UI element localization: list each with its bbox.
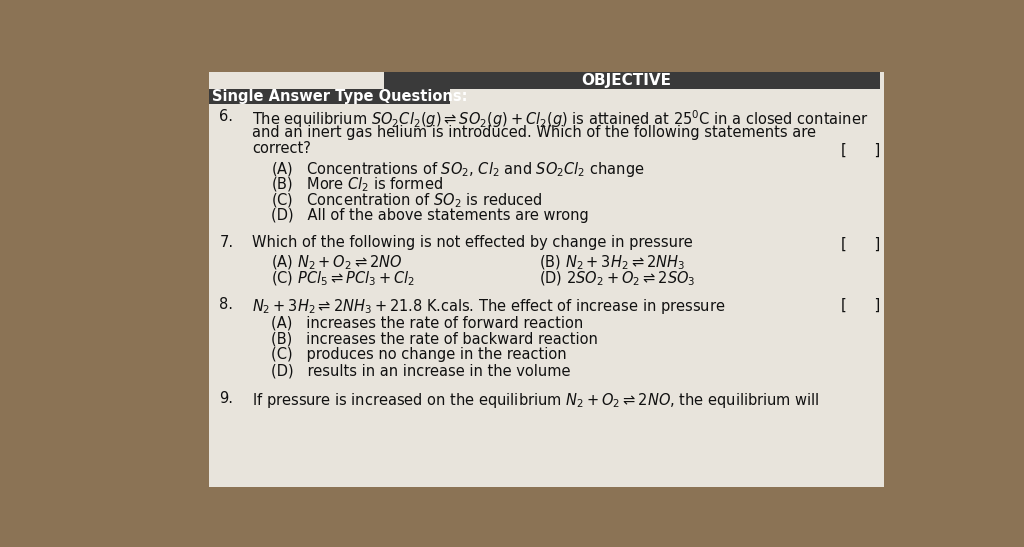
Text: (C)   Concentration of $SO_2$ is reduced: (C) Concentration of $SO_2$ is reduced — [271, 192, 543, 210]
Text: (D)   results in an increase in the volume: (D) results in an increase in the volume — [271, 364, 570, 379]
Text: (C)   produces no change in the reaction: (C) produces no change in the reaction — [271, 347, 567, 363]
Text: Single Answer Type Questions:: Single Answer Type Questions: — [212, 89, 467, 104]
Text: (B)   increases the rate of backward reaction: (B) increases the rate of backward react… — [271, 331, 598, 346]
Text: 9.: 9. — [219, 391, 233, 405]
Text: (A) $N_2 + O_2 \rightleftharpoons 2NO$: (A) $N_2 + O_2 \rightleftharpoons 2NO$ — [271, 253, 402, 272]
Text: (B)   More $Cl_2$ is formed: (B) More $Cl_2$ is formed — [271, 176, 443, 194]
Text: Which of the following is not effected by change in pressure: Which of the following is not effected b… — [252, 235, 693, 250]
Text: correct?: correct? — [252, 141, 311, 156]
Text: and an inert gas helium is introduced. Which of the following statements are: and an inert gas helium is introduced. W… — [252, 125, 816, 140]
Text: [      ]: [ ] — [841, 143, 881, 158]
FancyBboxPatch shape — [384, 72, 880, 89]
Text: [      ]: [ ] — [841, 237, 881, 252]
Text: 8.: 8. — [219, 296, 233, 312]
FancyBboxPatch shape — [209, 72, 884, 487]
Text: (D)   All of the above statements are wrong: (D) All of the above statements are wron… — [271, 208, 589, 223]
Text: $N_2 + 3H_2 \rightleftharpoons 2NH_3 + 21.8$ K.cals. The effect of increase in p: $N_2 + 3H_2 \rightleftharpoons 2NH_3 + 2… — [252, 296, 725, 316]
Text: 6.: 6. — [219, 109, 233, 124]
Text: (A)   Concentrations of $SO_2$, $Cl_2$ and $SO_2Cl_2$ change: (A) Concentrations of $SO_2$, $Cl_2$ and… — [271, 160, 645, 178]
Text: [      ]: [ ] — [841, 298, 881, 313]
Text: (C) $PCl_5 \rightleftharpoons PCl_3 + Cl_2$: (C) $PCl_5 \rightleftharpoons PCl_3 + Cl… — [271, 270, 416, 288]
Text: 7.: 7. — [219, 235, 233, 250]
Text: OBJECTIVE: OBJECTIVE — [581, 73, 671, 88]
Text: The equilibrium $SO_2Cl_2(g) \rightleftharpoons SO_2(g)+Cl_2(g)$ is attained at : The equilibrium $SO_2Cl_2(g) \rightlefth… — [252, 109, 868, 131]
Text: (D) $2SO_2 + O_2 \rightleftharpoons 2SO_3$: (D) $2SO_2 + O_2 \rightleftharpoons 2SO_… — [539, 270, 695, 288]
Text: If pressure is increased on the equilibrium $N_2+O_2 \rightleftharpoons 2NO$, th: If pressure is increased on the equilibr… — [252, 391, 819, 410]
Text: (A)   increases the rate of forward reaction: (A) increases the rate of forward reacti… — [271, 315, 584, 330]
FancyBboxPatch shape — [209, 89, 450, 104]
Text: (B) $N_2 + 3H_2 \rightleftharpoons 2NH_3$: (B) $N_2 + 3H_2 \rightleftharpoons 2NH_3… — [539, 253, 685, 272]
